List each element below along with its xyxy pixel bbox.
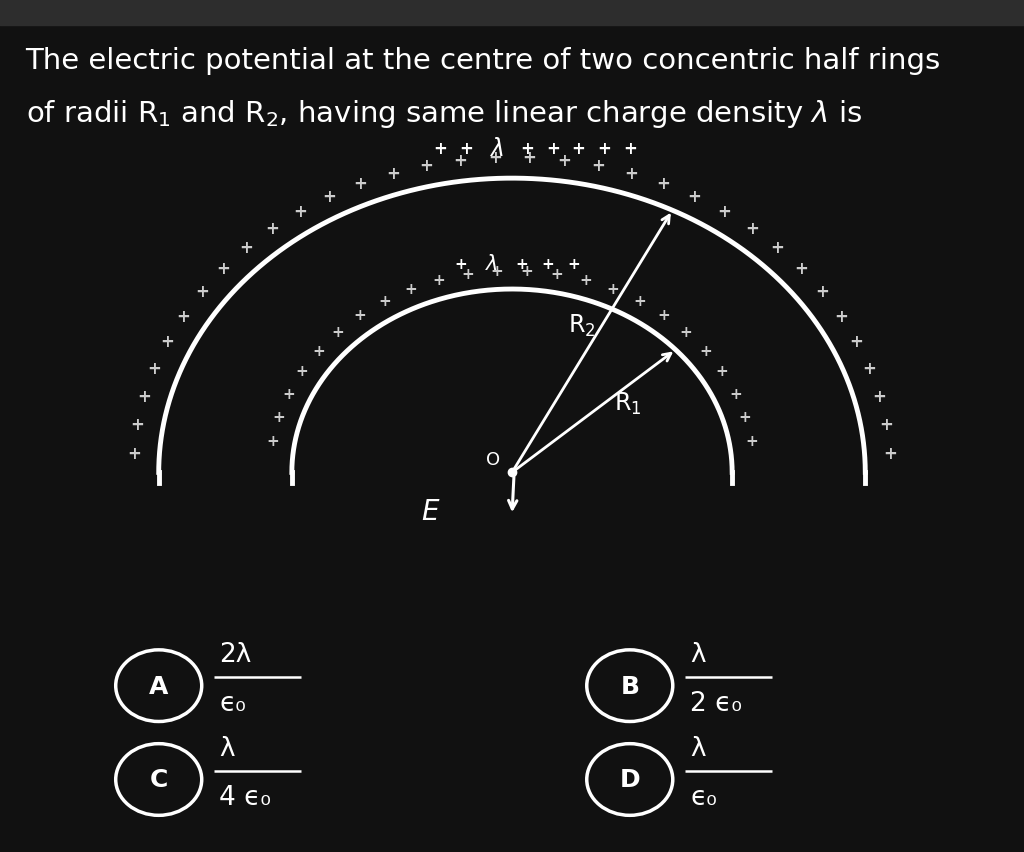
Text: +: + xyxy=(520,264,534,279)
Text: +: + xyxy=(771,239,784,257)
Text: C: C xyxy=(150,768,168,792)
Text: +: + xyxy=(862,360,877,377)
Text: +: + xyxy=(872,387,887,406)
Text: $\lambda$: $\lambda$ xyxy=(485,254,498,274)
Text: of radii R$_1$ and R$_2$, having same linear charge density $\lambda$ is: of radii R$_1$ and R$_2$, having same li… xyxy=(26,98,861,130)
Text: +: + xyxy=(455,256,467,272)
Text: +: + xyxy=(265,220,280,238)
Text: +: + xyxy=(266,434,279,449)
Text: +: + xyxy=(432,273,445,288)
Text: B: B xyxy=(621,674,639,698)
Text: +: + xyxy=(419,157,433,175)
Text: +: + xyxy=(127,444,141,462)
Text: +: + xyxy=(633,294,646,308)
Text: +: + xyxy=(332,325,344,340)
Text: +: + xyxy=(597,140,611,158)
Text: +: + xyxy=(591,157,605,175)
Text: +: + xyxy=(378,294,391,308)
Text: +: + xyxy=(461,267,474,282)
Text: E: E xyxy=(421,498,439,525)
Text: ϵ₀: ϵ₀ xyxy=(219,690,246,716)
Text: The electric potential at the centre of two concentric half rings: The electric potential at the centre of … xyxy=(26,47,941,75)
Circle shape xyxy=(587,744,673,815)
Text: λ: λ xyxy=(690,735,706,761)
Text: +: + xyxy=(739,410,752,424)
Text: +: + xyxy=(795,260,808,278)
Text: +: + xyxy=(353,308,367,323)
Text: O: O xyxy=(485,451,500,469)
Text: D: D xyxy=(620,768,640,792)
Text: +: + xyxy=(815,283,829,301)
Text: +: + xyxy=(161,333,174,351)
Text: +: + xyxy=(557,152,570,170)
Text: +: + xyxy=(729,386,741,401)
Circle shape xyxy=(116,744,202,815)
Text: +: + xyxy=(699,343,712,359)
Text: R$_2$: R$_2$ xyxy=(568,313,596,339)
Text: +: + xyxy=(834,308,848,325)
Text: R$_1$: R$_1$ xyxy=(614,390,642,417)
Text: +: + xyxy=(579,273,592,288)
Text: +: + xyxy=(386,164,399,182)
Text: +: + xyxy=(176,308,190,325)
Text: +: + xyxy=(567,256,580,272)
Circle shape xyxy=(116,650,202,722)
Text: +: + xyxy=(195,283,209,301)
Text: A: A xyxy=(150,674,168,698)
Text: +: + xyxy=(744,220,759,238)
Text: λ: λ xyxy=(690,642,706,667)
Text: +: + xyxy=(883,444,897,462)
Text: +: + xyxy=(216,260,229,278)
Text: +: + xyxy=(546,140,560,158)
Text: +: + xyxy=(487,149,502,167)
Text: +: + xyxy=(880,416,893,434)
Text: +: + xyxy=(542,256,554,272)
Text: +: + xyxy=(137,387,152,406)
Text: +: + xyxy=(147,360,162,377)
Text: +: + xyxy=(296,364,308,379)
Text: +: + xyxy=(607,282,620,296)
Text: ϵ₀: ϵ₀ xyxy=(690,784,717,809)
Text: +: + xyxy=(687,187,701,205)
Text: +: + xyxy=(717,203,731,221)
Text: +: + xyxy=(850,333,863,351)
Circle shape xyxy=(587,650,673,722)
Text: +: + xyxy=(433,140,447,158)
Text: +: + xyxy=(454,152,467,170)
Text: +: + xyxy=(459,140,473,158)
Text: +: + xyxy=(657,308,671,323)
Text: +: + xyxy=(293,203,307,221)
Text: +: + xyxy=(516,256,528,272)
Text: +: + xyxy=(520,140,535,158)
Text: +: + xyxy=(680,325,692,340)
Text: +: + xyxy=(656,175,671,193)
Text: +: + xyxy=(550,267,563,282)
Text: +: + xyxy=(131,416,144,434)
Text: +: + xyxy=(625,164,638,182)
Text: λ: λ xyxy=(219,735,234,761)
Text: +: + xyxy=(571,140,586,158)
Text: 4 ϵ₀: 4 ϵ₀ xyxy=(219,784,271,809)
Text: +: + xyxy=(522,149,537,167)
Text: +: + xyxy=(623,140,637,158)
Text: +: + xyxy=(283,386,295,401)
Text: 2λ: 2λ xyxy=(219,642,252,667)
Text: $\lambda$: $\lambda$ xyxy=(489,137,504,161)
Text: +: + xyxy=(312,343,325,359)
Text: +: + xyxy=(240,239,253,257)
Text: +: + xyxy=(745,434,758,449)
Text: +: + xyxy=(404,282,417,296)
Text: +: + xyxy=(490,264,504,279)
Text: 2 ϵ₀: 2 ϵ₀ xyxy=(690,690,742,716)
Text: +: + xyxy=(716,364,728,379)
Text: +: + xyxy=(323,187,337,205)
Text: +: + xyxy=(272,410,285,424)
Text: +: + xyxy=(353,175,368,193)
